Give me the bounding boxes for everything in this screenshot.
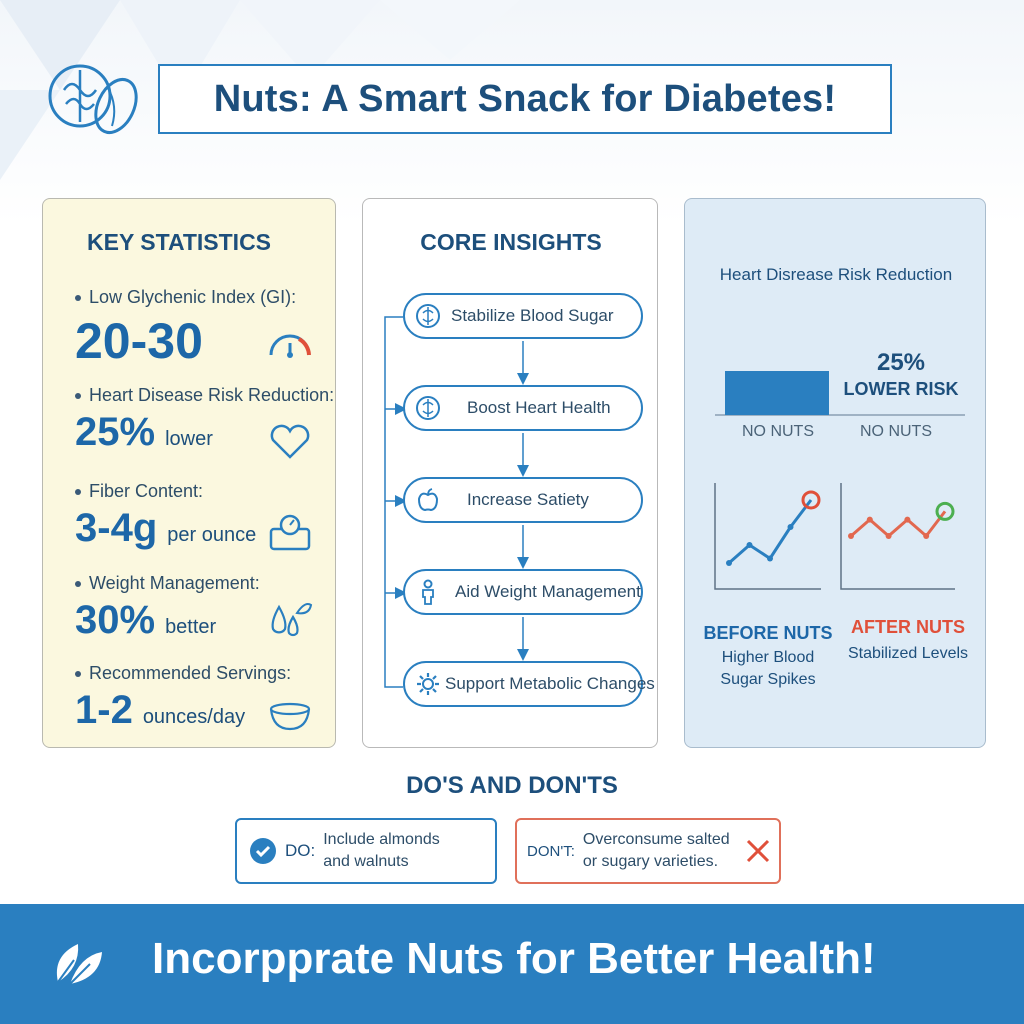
- stat-item: Low Glychenic Index (GI): 20-30: [75, 287, 337, 370]
- key-statistics-panel: KEY STATISTICS Low Glychenic Index (GI):…: [42, 198, 336, 748]
- before-line-chart: [714, 483, 821, 590]
- do-box: DO: Include almonds and walnuts: [235, 818, 497, 884]
- stat-label: Low Glychenic Index (GI):: [75, 287, 337, 308]
- after-line-chart: [840, 483, 955, 590]
- data-point: [923, 533, 930, 539]
- person-icon: [422, 579, 434, 605]
- data-point: [726, 560, 732, 566]
- before-desc-line: Sugar Spikes: [720, 671, 816, 688]
- insight-increase-satiety: Increase Satiety: [403, 477, 643, 523]
- bar: [725, 371, 829, 415]
- highlight-point: [935, 501, 955, 521]
- dont-box: DON'T: Overconsume salted or sugary vari…: [515, 818, 781, 884]
- do-key: DO:: [285, 841, 316, 860]
- check-circle-icon: [250, 838, 276, 864]
- insight-boost-heart-health: Boost Heart Health: [403, 385, 643, 431]
- insight-support-metabolic-changes: Support Metabolic Changes: [403, 661, 655, 707]
- background-pattern: [0, 0, 520, 180]
- after-axes: [840, 483, 955, 590]
- data-point: [848, 533, 854, 539]
- data-point: [885, 533, 892, 539]
- stat-label: Fiber Content:: [75, 481, 337, 502]
- data-point: [904, 516, 911, 523]
- bar-chart-title: Heart Disrease Risk Reduction: [719, 265, 953, 284]
- stats-heading: KEY STATISTICS: [87, 229, 272, 255]
- bar-value: 25%: [876, 349, 926, 376]
- insights-heading: CORE INSIGHTS: [420, 229, 602, 255]
- after-desc-line: Stabilized Levels: [847, 645, 969, 662]
- charts-panel: Heart Disrease Risk Reduction 25% LOWER …: [684, 198, 986, 748]
- stat-value: 3-4g per ounce: [75, 506, 257, 550]
- stat-value: 1-2 ounces/day: [75, 688, 246, 732]
- walnut-icon: [416, 304, 440, 328]
- stat-value: 30% better: [75, 598, 217, 642]
- data-point: [746, 542, 753, 548]
- apple-icon: [417, 488, 439, 512]
- stat-item: Weight Management: 30% better: [75, 573, 337, 643]
- bowl-icon: [269, 702, 311, 731]
- droplet-leaf-icon: [271, 603, 313, 637]
- leaf-icon: [56, 944, 102, 985]
- stat-label: Heart Disease Risk Reduction:: [75, 385, 337, 406]
- dont-text: Overconsume salted or sugary varieties.: [582, 831, 730, 870]
- walnut-icon: [416, 396, 440, 420]
- stat-item: Heart Disease Risk Reduction: 25% lower: [75, 385, 337, 455]
- data-point: [866, 516, 873, 523]
- before-title: BEFORE NUTS: [703, 623, 833, 643]
- walnut-almond-icon: [48, 64, 138, 134]
- cross-icon: [746, 839, 769, 863]
- scale-icon: [269, 514, 311, 551]
- series-line: [850, 510, 947, 538]
- dos-donts-heading: DO'S AND DON'TS: [406, 772, 618, 799]
- data-point: [787, 524, 794, 530]
- stat-label: Recommended Servings:: [75, 663, 337, 684]
- gear-icon: [417, 673, 439, 695]
- insight-stabilize-blood-sugar: Stabilize Blood Sugar: [403, 293, 643, 339]
- stat-value: 25% lower: [75, 410, 213, 454]
- data-point: [767, 555, 773, 562]
- stat-item: Recommended Servings: 1-2 ounces/day: [75, 663, 337, 733]
- stat-item: Fiber Content: 3-4g per ounce: [75, 481, 337, 551]
- dont-key: DON'T:: [527, 842, 575, 860]
- bar-category-label: NO NUTS: [742, 423, 814, 440]
- before-axes: [714, 483, 821, 590]
- bar-value-label: LOWER RISK: [843, 379, 959, 399]
- after-title: AFTER NUTS: [851, 617, 965, 637]
- bar-chart: [715, 371, 965, 416]
- banner-text: Incorpprate Nuts for Better Health!: [152, 934, 876, 983]
- title-box: Nuts: A Smart Snack for Diabetes!: [158, 64, 892, 134]
- core-insights-panel: CORE INSIGHTS Stabilize Blood Sugar Boos…: [362, 198, 658, 748]
- page-title: Nuts: A Smart Snack for Diabetes!: [213, 77, 837, 120]
- before-desc-line: Higher Blood: [721, 649, 815, 666]
- footer-banner: Incorpprate Nuts for Better Health!: [0, 904, 1024, 1024]
- stat-value: 20-30: [75, 313, 203, 369]
- insight-aid-weight-management: Aid Weight Management: [403, 569, 643, 615]
- highlight-point: [801, 490, 821, 510]
- heart-icon: [270, 424, 310, 459]
- series-line: [728, 499, 813, 565]
- do-text: Include almonds and walnuts: [323, 831, 440, 870]
- gauge-icon: [269, 334, 311, 358]
- bar-category-label: NO NUTS: [860, 423, 932, 440]
- stat-label: Weight Management:: [75, 573, 337, 594]
